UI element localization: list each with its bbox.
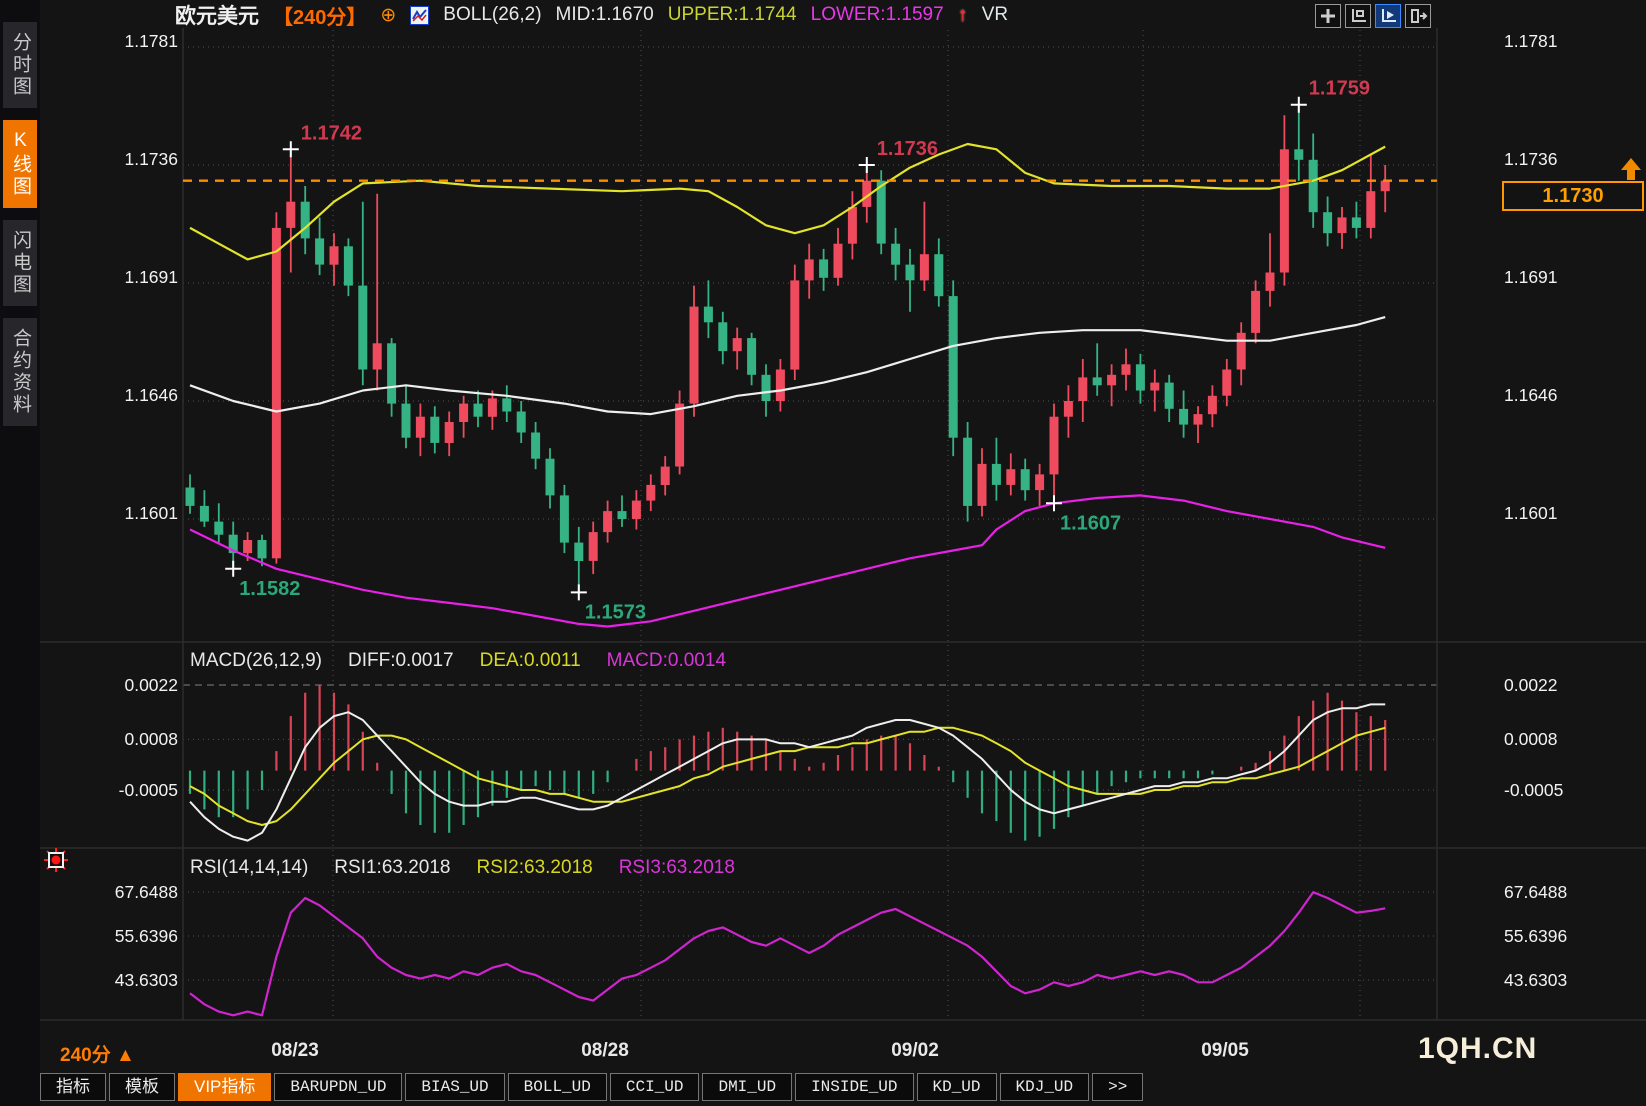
- price-annotation: 1.1759: [1309, 78, 1370, 100]
- price-annotation: 1.1573: [585, 601, 646, 623]
- indicator-tabbar: 指标 模板 VIP指标 BARUPDN_UD BIAS_UD BOLL_UD CCI_UD D…: [40, 1073, 1146, 1103]
- footer-period-label[interactable]: 240分 ▲: [60, 1045, 135, 1066]
- axis-label: 1.1601: [124, 503, 178, 523]
- add-indicator-icon[interactable]: ⊕: [380, 4, 397, 26]
- legend-item: DIFF:0.0017: [348, 650, 454, 671]
- price-cross-marker: [225, 560, 242, 577]
- indicator-tab[interactable]: 模板: [109, 1073, 175, 1101]
- axis-label: 55.6396: [1504, 925, 1568, 946]
- move-tool-icon[interactable]: [1315, 4, 1341, 28]
- rsi-legend: RSI(14,14,14) RSI1:63.2018 RSI2:63.2018 RSI…: [190, 857, 735, 879]
- legend-item: RSI3:63.2018: [618, 857, 735, 878]
- legend-item: RSI1:63.2018: [334, 857, 451, 878]
- price-cross-marker: [858, 157, 875, 173]
- sidebar-item-view[interactable]: 分时图: [3, 22, 37, 108]
- legend-item: MACD:0.0014: [606, 650, 727, 671]
- indicator-tab[interactable]: INSIDE_UD: [795, 1073, 914, 1101]
- axis-label: -0.0005: [118, 780, 178, 800]
- indicator-tab[interactable]: BARUPDN_UD: [274, 1073, 403, 1101]
- sidebar-item-active[interactable]: K线图: [3, 120, 37, 208]
- price-annotation: 1.1742: [301, 122, 362, 144]
- axis-label: 1.1691: [124, 267, 178, 287]
- price-cross-marker: [1290, 96, 1307, 113]
- date-tick-label: 08/23: [271, 1040, 319, 1061]
- legend-item: MACD(26,12,9): [190, 650, 322, 671]
- price-direction-arrow-icon: [1620, 158, 1642, 187]
- indicator-tab[interactable]: KDJ_UD: [999, 1073, 1090, 1101]
- axis-label: -0.0005: [1504, 780, 1564, 800]
- axis-label: 67.6488: [114, 882, 178, 902]
- vr-indicator-label[interactable]: VR: [981, 4, 1009, 25]
- alert-blinker-icon: [44, 848, 68, 877]
- indicator-tab[interactable]: DMI_UD: [702, 1073, 793, 1101]
- watermark: 1QH.CN: [1418, 1032, 1538, 1065]
- indicator-tab[interactable]: KD_UD: [916, 1073, 997, 1101]
- axis-label: 43.6303: [114, 970, 178, 990]
- indicator-tab[interactable]: BIAS_UD: [405, 1073, 505, 1101]
- axis-label: 1.1736: [1504, 149, 1558, 169]
- boll-mid-value: MID:1.1670: [555, 4, 654, 25]
- price-cross-marker: [570, 584, 587, 601]
- price-annotation: 1.1582: [239, 578, 300, 600]
- indicator-tab[interactable]: CCI_UD: [609, 1073, 700, 1101]
- axis-label: 1.1646: [124, 385, 178, 405]
- axis-label: 1.1781: [1504, 31, 1558, 51]
- sidebar-item-view[interactable]: 闪电图: [3, 220, 37, 306]
- candles: [185, 104, 1390, 593]
- sidebar-item-view[interactable]: 合约资料: [3, 318, 37, 426]
- current-price-box: 1.1730: [1502, 181, 1644, 211]
- axis-label: 55.6396: [114, 925, 178, 946]
- legend-item: RSI2:63.2018: [476, 857, 593, 878]
- axis-label: 1.1736: [124, 149, 178, 169]
- price-cross-marker: [282, 141, 299, 158]
- period-selector[interactable]: 【240分】: [273, 6, 367, 29]
- boll-params-label[interactable]: BOLL(26,2): [443, 4, 542, 25]
- axis-label: 1.1781: [124, 31, 178, 51]
- axis-label: 0.0022: [1504, 675, 1558, 695]
- price-annotation: 1.1736: [877, 138, 938, 160]
- indicator-tab[interactable]: >>: [1092, 1073, 1144, 1101]
- chart-toolbar: [1315, 4, 1431, 28]
- axis-label: 0.0008: [124, 729, 178, 750]
- axis-label: 0.0022: [124, 675, 178, 695]
- price-annotation: 1.1607: [1060, 512, 1121, 534]
- date-tick-label: 08/28: [581, 1040, 629, 1061]
- panel-shift-icon[interactable]: [1405, 4, 1431, 28]
- indicator-tab[interactable]: VIP指标: [178, 1073, 272, 1101]
- indicator-tab[interactable]: BOLL_UD: [507, 1073, 607, 1101]
- legend-item: RSI(14,14,14): [190, 857, 309, 878]
- indicator-tab[interactable]: 指标: [40, 1073, 106, 1101]
- axis-chart-icon[interactable]: [1345, 4, 1371, 28]
- chart-header: 欧元美元 【240分】 ⊕ BOLL(26,2) MID:1.1670 UPPE…: [175, 0, 1008, 30]
- date-tick-label: 09/02: [891, 1040, 939, 1061]
- symbol-title: 欧元美元: [175, 5, 259, 28]
- price-up-arrow-icon: ↑: [957, 3, 968, 26]
- sidebar: 分时图 K线图闪电图合约资料: [0, 0, 40, 1106]
- boll-upper-value: UPPER:1.1744: [667, 4, 797, 25]
- price-cross-marker: [1046, 495, 1062, 512]
- axis-label: 1.1601: [1504, 503, 1558, 523]
- axis-label: 1.1691: [1504, 267, 1558, 287]
- axis-label: 1.1646: [1504, 385, 1558, 405]
- macd-legend: MACD(26,12,9) DIFF:0.0017 DEA:0.0011 MACD:0…: [190, 650, 726, 672]
- axis-label: 0.0008: [1504, 729, 1558, 750]
- axis-label: 43.6303: [1504, 970, 1568, 990]
- boll-lower-value: LOWER:1.1597: [810, 4, 944, 25]
- axis-label: 67.6488: [1504, 882, 1568, 902]
- date-tick-label: 09/05: [1201, 1040, 1249, 1061]
- axis-play-chart-icon[interactable]: [1375, 4, 1401, 28]
- boll-indicator-icon[interactable]: [409, 4, 431, 26]
- legend-item: DEA:0.0011: [479, 650, 581, 671]
